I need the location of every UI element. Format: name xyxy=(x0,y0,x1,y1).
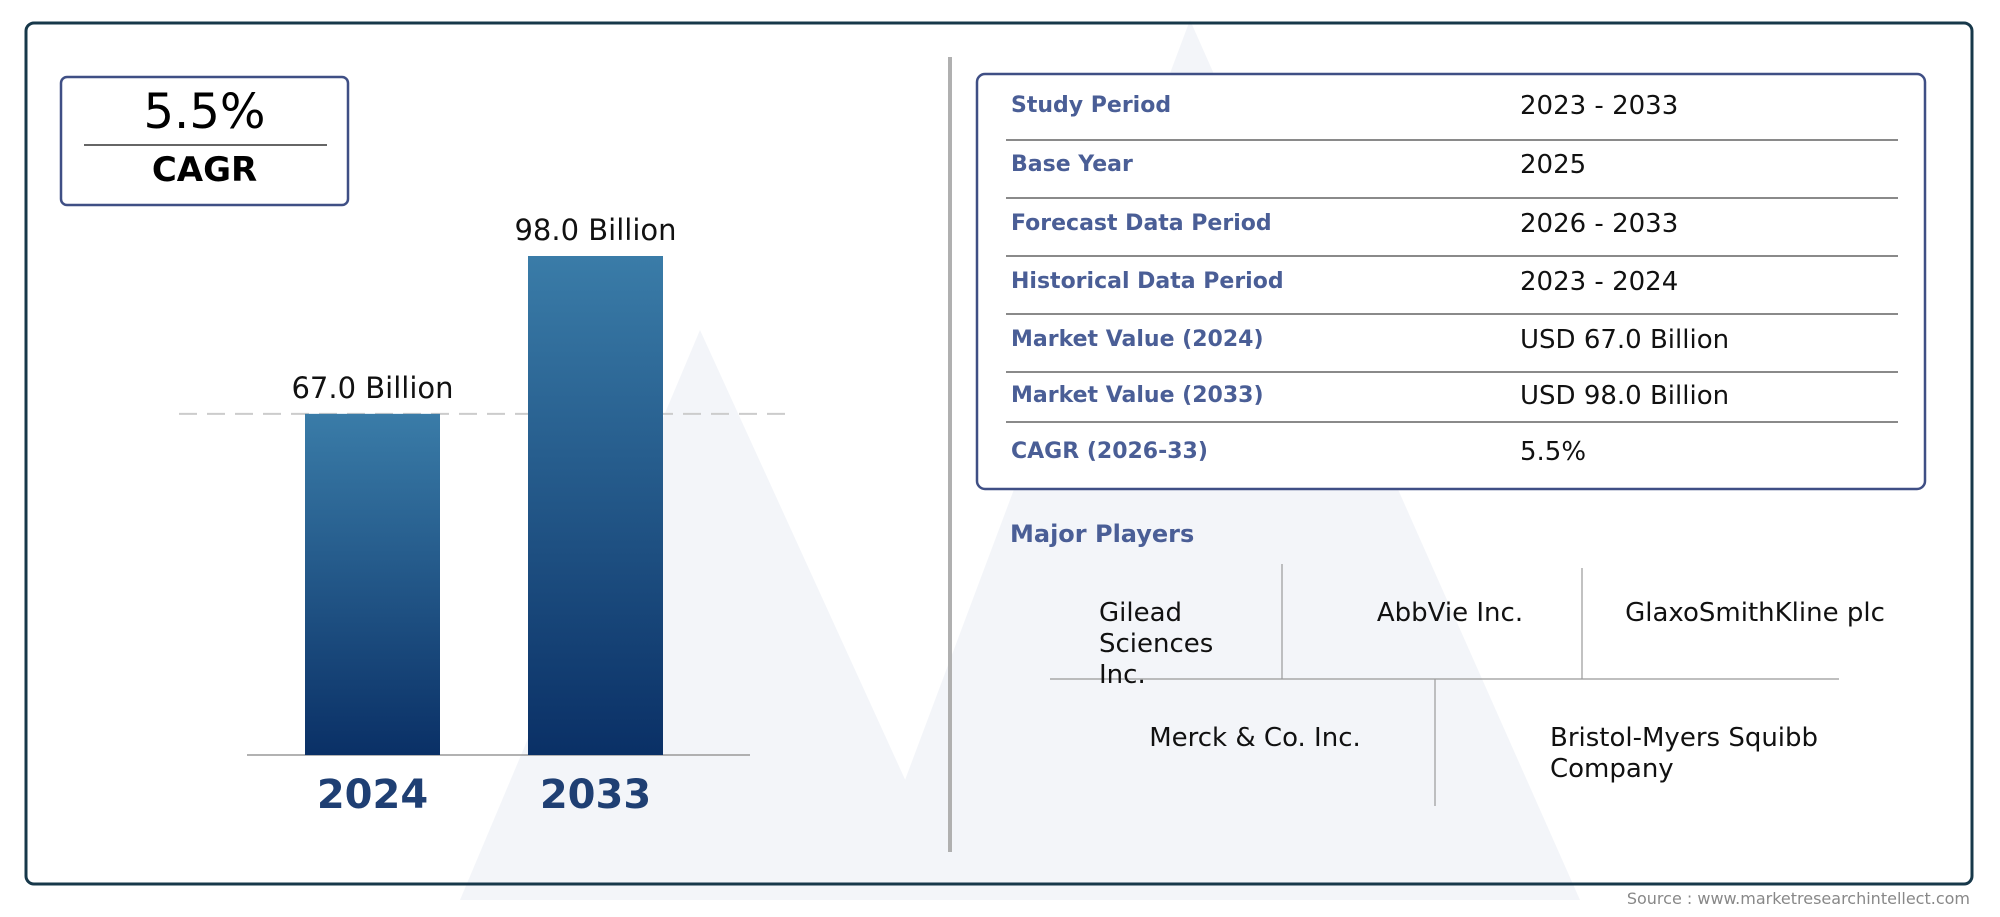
bar xyxy=(305,413,440,755)
row-label: Market Value (2033) xyxy=(1011,383,1264,408)
row-value: 5.5% xyxy=(1520,437,1587,467)
watermark xyxy=(460,330,960,900)
row-value: USD 98.0 Billion xyxy=(1520,381,1730,411)
outer-border xyxy=(24,21,1974,886)
player: Bristol-Myers Squibb Company xyxy=(1550,723,1819,784)
row-label: Historical Data Period xyxy=(1011,269,1284,294)
value-label: 98.0 Billion xyxy=(514,213,676,247)
player: Merck & Co. Inc. xyxy=(1149,723,1361,753)
player: Gilead Sciences Inc. xyxy=(1099,598,1214,690)
row-value: USD 67.0 Billion xyxy=(1520,325,1730,355)
table-box xyxy=(975,72,1927,491)
bar xyxy=(528,256,663,755)
row-value: 2025 xyxy=(1520,150,1587,180)
row-label: Market Value (2024) xyxy=(1011,327,1264,352)
row-label: Base Year xyxy=(1011,152,1133,177)
cagr-box xyxy=(59,75,350,207)
row-value: 2023 - 2033 xyxy=(1520,91,1679,121)
row-label: CAGR (2026-33) xyxy=(1011,439,1208,464)
row-label: Study Period xyxy=(1011,93,1172,118)
players-title: Major Players xyxy=(1010,520,1195,548)
cagr-label: CAGR xyxy=(151,150,258,190)
row-value: 2023 - 2024 xyxy=(1520,267,1679,297)
source: Source : www.marketresearchintellect.com xyxy=(1626,889,1970,908)
row-label: Forecast Data Period xyxy=(1011,211,1272,236)
x-tick-label: 2024 xyxy=(317,772,428,818)
player: GlaxoSmithKline plc xyxy=(1625,598,1885,628)
player: AbbVie Inc. xyxy=(1376,598,1524,628)
x-tick-label: 2033 xyxy=(540,772,651,818)
cagr-value: 5.5% xyxy=(143,84,266,140)
value-label: 67.0 Billion xyxy=(291,371,453,405)
row-value: 2026 - 2033 xyxy=(1520,209,1679,239)
